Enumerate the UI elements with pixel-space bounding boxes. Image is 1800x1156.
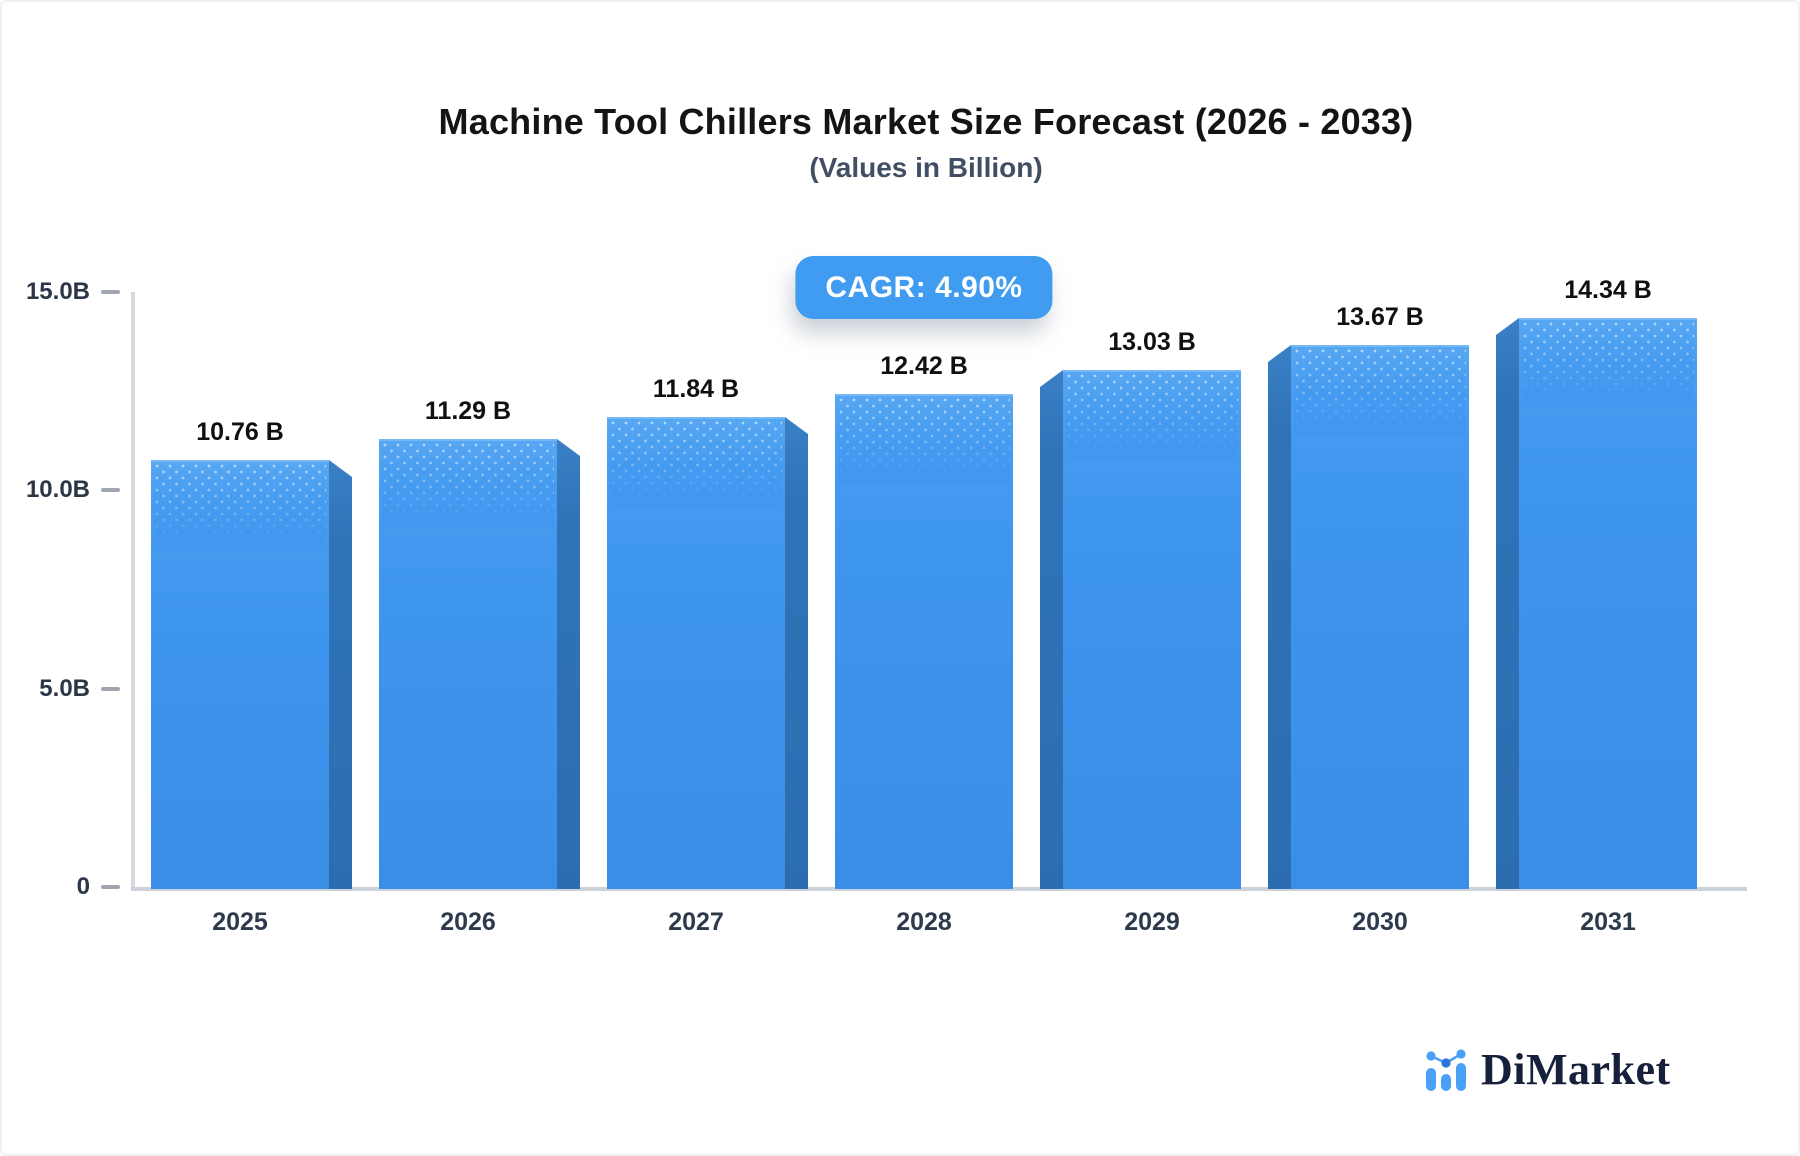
bar-value-label: 14.34 B	[1564, 276, 1652, 304]
bar-side-face-2030	[1268, 345, 1291, 889]
bar-2025	[151, 460, 329, 889]
bar-2028	[835, 394, 1013, 889]
bar-value-label: 12.42 B	[880, 352, 968, 380]
bar-texture	[838, 398, 1010, 484]
bar-side-face-2025	[329, 460, 352, 889]
bar-side-face-2027	[785, 417, 808, 889]
x-tick-label: 2025	[212, 908, 268, 936]
page-title: Machine Tool Chillers Market Size Foreca…	[438, 101, 1414, 142]
x-tick-label: 2027	[668, 908, 724, 936]
y-tick-label: 10.0B	[25, 476, 90, 504]
y-tick-mark	[101, 885, 120, 889]
bar-texture-fade	[1294, 349, 1466, 435]
cagr-badge: CAGR: 4.90%	[795, 256, 1053, 319]
bar-texture	[154, 464, 326, 550]
bar-side-face-2029	[1040, 370, 1063, 889]
bar-2029	[1063, 370, 1241, 889]
brand-name: DiMarket	[1481, 1045, 1671, 1094]
chart-subtitle: (Values in Billion)	[809, 152, 1043, 183]
bar-texture-fade	[154, 464, 326, 550]
bar-value-label: 11.84 B	[652, 375, 740, 403]
bar-texture-fade	[610, 421, 782, 507]
y-tick-mark	[101, 488, 120, 493]
y-tick-label: 5.0B	[39, 674, 90, 702]
bar-texture	[1294, 349, 1466, 435]
y-tick-mark	[101, 290, 120, 294]
y-tick-label: 0	[76, 873, 90, 900]
bar-2031	[1519, 318, 1697, 889]
bar-2026	[379, 439, 557, 889]
bar-texture-fade	[1522, 322, 1694, 408]
bar-value-label: 11.29 B	[424, 397, 512, 425]
x-tick-label: 2031	[1580, 908, 1636, 936]
x-tick-label: 2026	[440, 908, 496, 936]
x-tick-label: 2029	[1124, 908, 1180, 936]
bar-value-label: 13.67 B	[1336, 303, 1424, 331]
x-axis-line	[131, 887, 1747, 891]
bar-texture	[382, 443, 554, 529]
bar-texture	[610, 421, 782, 507]
bar-texture	[1522, 322, 1694, 408]
x-tick-label: 2028	[896, 908, 952, 936]
bar-value-label: 13.03 B	[1108, 328, 1196, 356]
bar-2030	[1291, 345, 1469, 889]
bar-side-face-2031	[1496, 318, 1519, 889]
bar-texture-fade	[838, 398, 1010, 484]
bar-value-label: 10.76 B	[196, 418, 284, 446]
bar-2027	[607, 417, 785, 889]
bar-chart-trend-icon	[1426, 1049, 1466, 1091]
y-tick-mark	[101, 686, 120, 691]
y-axis-line	[131, 292, 135, 889]
bar-texture-fade	[1066, 374, 1238, 460]
brand-logo: DiMarket	[1422, 1046, 1671, 1094]
bar-side-face-2026	[557, 439, 580, 889]
bar-texture	[1066, 374, 1238, 460]
x-tick-label: 2030	[1352, 908, 1408, 936]
bar-texture-fade	[382, 443, 554, 529]
y-tick-label: 15.0B	[25, 278, 90, 305]
